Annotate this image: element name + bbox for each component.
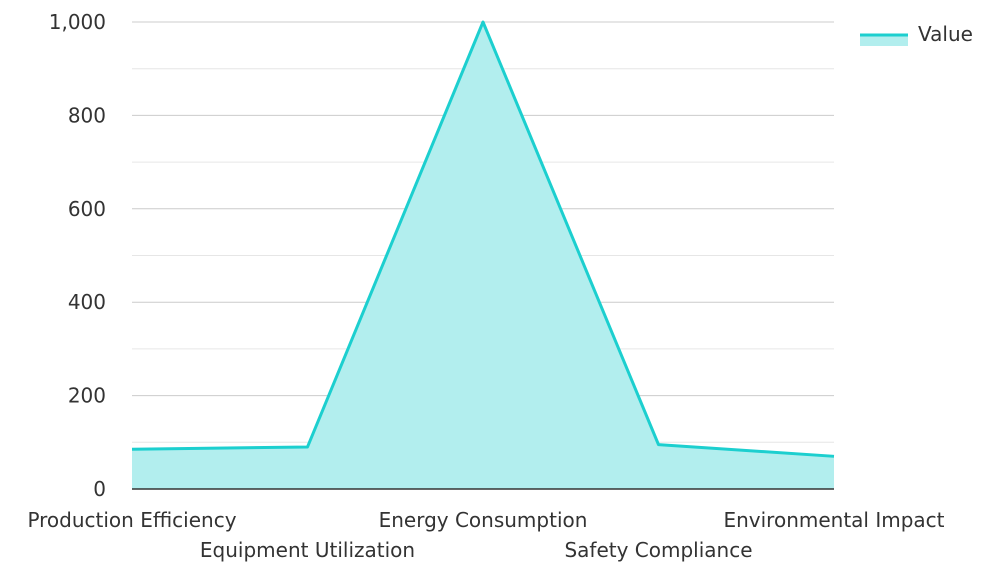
y-tick-label: 1,000: [49, 10, 106, 34]
legend-swatch: [860, 34, 908, 46]
y-tick-label: 400: [68, 290, 106, 314]
y-tick-label: 0: [93, 477, 106, 501]
y-axis-tick-labels: 0 200 400 600 800 1,000: [49, 10, 106, 501]
x-tick-label: Energy Consumption: [379, 508, 588, 532]
area-fill: [132, 22, 834, 489]
x-tick-label: Environmental Impact: [723, 508, 944, 532]
y-tick-label: 200: [68, 384, 106, 408]
y-tick-label: 800: [68, 103, 106, 127]
x-tick-label: Production Efficiency: [27, 508, 236, 532]
legend-label: Value: [918, 22, 973, 46]
x-tick-label: Safety Compliance: [564, 538, 752, 562]
x-axis-tick-labels: Production Efficiency Equipment Utilizati…: [27, 508, 944, 562]
y-tick-label: 600: [68, 197, 106, 221]
x-tick-label: Equipment Utilization: [200, 538, 415, 562]
series-line: [131, 20, 835, 458]
series-area: [131, 20, 835, 489]
legend: Value: [860, 22, 973, 46]
